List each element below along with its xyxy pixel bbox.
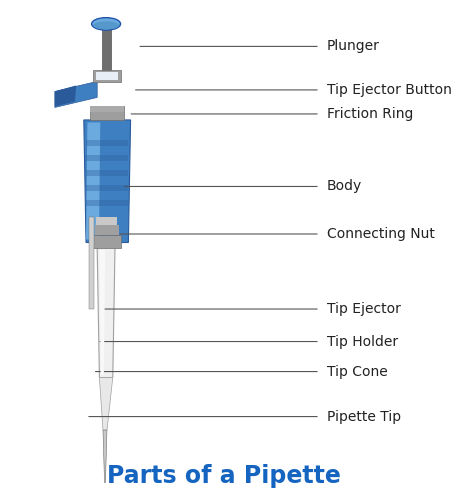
Polygon shape [86, 140, 128, 146]
Polygon shape [86, 122, 100, 239]
Polygon shape [86, 201, 128, 206]
Polygon shape [100, 250, 105, 375]
Polygon shape [100, 378, 113, 430]
Ellipse shape [91, 18, 120, 30]
Polygon shape [91, 107, 124, 120]
Text: Tip Cone: Tip Cone [327, 365, 387, 379]
Polygon shape [103, 430, 107, 482]
Text: Plunger: Plunger [327, 39, 380, 53]
Polygon shape [101, 29, 110, 71]
Ellipse shape [93, 22, 119, 29]
Text: Tip Ejector: Tip Ejector [327, 302, 401, 316]
Polygon shape [55, 81, 97, 108]
Polygon shape [84, 120, 131, 242]
Polygon shape [86, 155, 128, 161]
Polygon shape [86, 186, 128, 192]
Text: Body: Body [327, 180, 362, 194]
Polygon shape [97, 247, 115, 378]
Polygon shape [91, 107, 124, 113]
Text: Tip Ejector Button: Tip Ejector Button [327, 83, 452, 97]
Text: Pipette Tip: Pipette Tip [327, 409, 401, 424]
Polygon shape [96, 217, 117, 225]
Polygon shape [93, 70, 121, 82]
Text: Connecting Nut: Connecting Nut [327, 227, 435, 241]
Polygon shape [95, 225, 118, 235]
Text: Friction Ring: Friction Ring [327, 107, 413, 121]
Polygon shape [55, 86, 76, 107]
Polygon shape [86, 171, 128, 177]
Text: Parts of a Pipette: Parts of a Pipette [107, 464, 341, 487]
Polygon shape [96, 72, 118, 80]
Polygon shape [89, 217, 93, 309]
Polygon shape [93, 235, 121, 248]
Text: Tip Holder: Tip Holder [327, 334, 398, 349]
